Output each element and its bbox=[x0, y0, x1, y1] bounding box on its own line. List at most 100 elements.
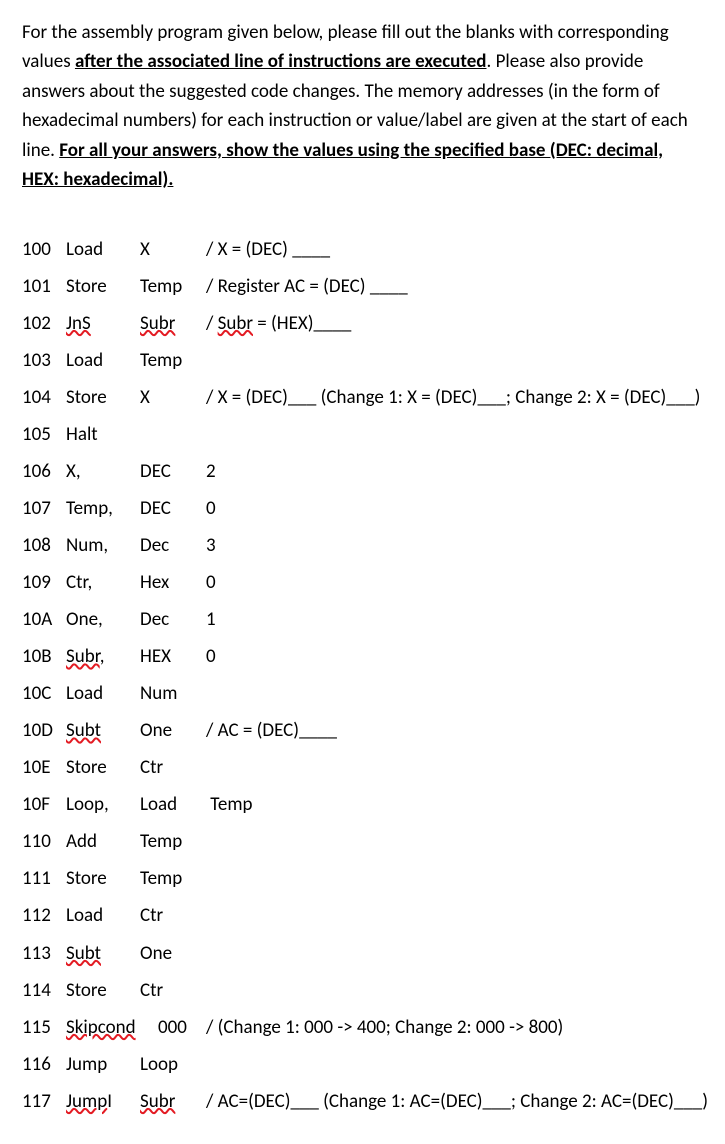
comment: 1 bbox=[206, 608, 216, 631]
addr: 111 bbox=[22, 860, 66, 897]
addr: 109 bbox=[22, 564, 66, 601]
arg: X bbox=[140, 379, 206, 416]
addr: 10B bbox=[22, 638, 66, 675]
addr: 117 bbox=[22, 1083, 66, 1120]
comment: Temp bbox=[206, 793, 252, 816]
comment: / X = (DEC)___ (Change 1: X = (DEC)___; … bbox=[206, 386, 700, 409]
arg: Hex bbox=[140, 564, 206, 601]
addr: 10C bbox=[22, 675, 66, 712]
comment: / X = (DEC) ____ bbox=[206, 238, 330, 261]
arg: Ctr bbox=[140, 897, 206, 934]
arg-wave: Subr bbox=[140, 1090, 175, 1113]
comment: 0 bbox=[206, 645, 216, 668]
arg: DEC bbox=[140, 490, 206, 527]
code-line: 114StoreCtr bbox=[22, 972, 703, 1009]
code-line: 115Skipcond000/ (Change 1: 000 -> 400; C… bbox=[22, 1009, 703, 1046]
code-line: 100LoadX/ X = (DEC) ____ bbox=[22, 231, 703, 268]
op: Ctr, bbox=[66, 564, 140, 601]
op-wave: JnS bbox=[66, 312, 91, 335]
op: Store bbox=[66, 860, 140, 897]
op: JumpI bbox=[66, 1083, 140, 1120]
op: Add bbox=[66, 823, 140, 860]
op: JnS bbox=[66, 305, 140, 342]
intro-text: For the assembly program given below, pl… bbox=[22, 18, 703, 195]
op-wave: Subt bbox=[66, 942, 101, 965]
op: Load bbox=[66, 231, 140, 268]
op: Halt bbox=[66, 416, 140, 453]
comment: / Subr = (HEX)____ bbox=[206, 312, 351, 335]
arg: Num bbox=[140, 675, 206, 712]
code-line: 103LoadTemp bbox=[22, 342, 703, 379]
arg: X bbox=[140, 231, 206, 268]
op: Num, bbox=[66, 527, 140, 564]
comment: / Register AC = (DEC) ____ bbox=[206, 275, 408, 298]
code-line: 10DSubtOne/ AC = (DEC)____ bbox=[22, 712, 703, 749]
op: Skipcond bbox=[66, 1009, 158, 1046]
op: Temp, bbox=[66, 490, 140, 527]
op: Load bbox=[66, 897, 140, 934]
code-line: 10FLoop,Load Temp bbox=[22, 786, 703, 823]
code-line: 101StoreTemp/ Register AC = (DEC) ____ bbox=[22, 268, 703, 305]
arg: DEC bbox=[140, 453, 206, 490]
code-line: 10BSubr,HEX0 bbox=[22, 638, 703, 675]
comment: / AC=(DEC)___ (Change 1: AC=(DEC)___; Ch… bbox=[206, 1090, 708, 1113]
arg: Temp bbox=[140, 342, 206, 379]
arg: Temp bbox=[140, 268, 206, 305]
code-line: 102JnSSubr/ Subr = (HEX)____ bbox=[22, 305, 703, 342]
addr: 105 bbox=[22, 416, 66, 453]
addr: 106 bbox=[22, 453, 66, 490]
addr: 103 bbox=[22, 342, 66, 379]
arg: One bbox=[140, 935, 206, 972]
op: X, bbox=[66, 453, 140, 490]
arg: 000 bbox=[158, 1009, 206, 1046]
code-line: 105Halt bbox=[22, 416, 703, 453]
code-line: 109Ctr,Hex0 bbox=[22, 564, 703, 601]
code-line: 112LoadCtr bbox=[22, 897, 703, 934]
addr: 114 bbox=[22, 972, 66, 1009]
comment: 0 bbox=[206, 497, 216, 520]
addr: 10D bbox=[22, 712, 66, 749]
op-wave: Jump bbox=[66, 1090, 107, 1113]
arg: Dec bbox=[140, 527, 206, 564]
arg: HEX bbox=[140, 638, 206, 675]
addr: 116 bbox=[22, 1046, 66, 1083]
addr: 10E bbox=[22, 749, 66, 786]
addr: 10A bbox=[22, 601, 66, 638]
addr: 110 bbox=[22, 823, 66, 860]
addr: 104 bbox=[22, 379, 66, 416]
op: One, bbox=[66, 601, 140, 638]
arg: Loop bbox=[140, 1046, 206, 1083]
addr: 100 bbox=[22, 231, 66, 268]
addr: 102 bbox=[22, 305, 66, 342]
assembly-listing: 100LoadX/ X = (DEC) ____ 101StoreTemp/ R… bbox=[22, 231, 703, 1120]
code-line: 10EStoreCtr bbox=[22, 749, 703, 786]
code-line: 111StoreTemp bbox=[22, 860, 703, 897]
intro-t1u: after the associated line of instruction… bbox=[75, 50, 487, 73]
op-wave: Subt bbox=[66, 719, 101, 742]
arg: Subr bbox=[140, 1083, 206, 1120]
op: Subt bbox=[66, 712, 140, 749]
code-line: 113Subt One bbox=[22, 935, 703, 972]
code-line: 106X,DEC2 bbox=[22, 453, 703, 490]
comment: 3 bbox=[206, 534, 216, 557]
intro-t2u: For all your answers, show the values us… bbox=[22, 139, 663, 191]
op: Subr, bbox=[66, 638, 140, 675]
comment: 2 bbox=[206, 460, 216, 483]
addr: 10F bbox=[22, 786, 66, 823]
arg: Ctr bbox=[140, 749, 206, 786]
code-line: 107Temp,DEC0 bbox=[22, 490, 703, 527]
op: Store bbox=[66, 749, 140, 786]
op: Store bbox=[66, 268, 140, 305]
code-line: 110AddTemp bbox=[22, 823, 703, 860]
code-line: 108Num,Dec3 bbox=[22, 527, 703, 564]
op: Store bbox=[66, 972, 140, 1009]
op: Jump bbox=[66, 1046, 140, 1083]
addr: 113 bbox=[22, 935, 66, 972]
code-line: 10CLoadNum bbox=[22, 675, 703, 712]
addr: 108 bbox=[22, 527, 66, 564]
op: Load bbox=[66, 342, 140, 379]
code-line: 10AOne,Dec1 bbox=[22, 601, 703, 638]
op-wave: Subr bbox=[66, 645, 100, 668]
arg: Dec bbox=[140, 601, 206, 638]
comment: / AC = (DEC)____ bbox=[206, 719, 337, 742]
